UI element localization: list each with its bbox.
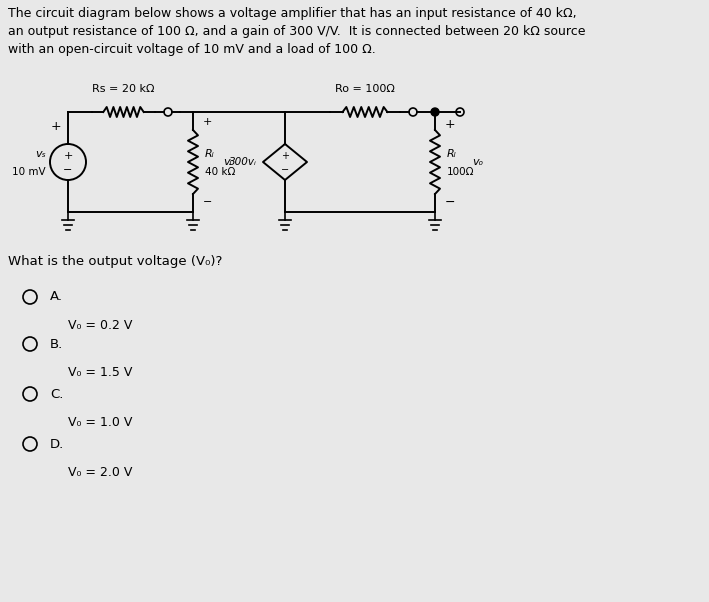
Text: vᵢ: vᵢ [223, 157, 232, 167]
Text: +: + [50, 120, 61, 132]
Text: +: + [445, 117, 456, 131]
Text: Rs = 20 kΩ: Rs = 20 kΩ [92, 84, 155, 94]
Text: vₛ: vₛ [35, 149, 46, 159]
Text: −: − [445, 196, 455, 208]
Text: −: − [203, 197, 213, 207]
Text: Rₗ: Rₗ [447, 149, 457, 159]
Text: D.: D. [50, 438, 65, 450]
Text: What is the output voltage (V₀)?: What is the output voltage (V₀)? [8, 255, 223, 268]
Text: Ro = 100Ω: Ro = 100Ω [335, 84, 395, 94]
Text: V₀ = 1.0 V: V₀ = 1.0 V [68, 416, 133, 429]
Text: A.: A. [50, 291, 63, 303]
Text: V₀ = 1.5 V: V₀ = 1.5 V [68, 366, 133, 379]
Text: 10 mV: 10 mV [12, 167, 46, 177]
Text: 40 kΩ: 40 kΩ [205, 167, 235, 177]
Text: +: + [203, 117, 213, 127]
Text: The circuit diagram below shows a voltage amplifier that has an input resistance: The circuit diagram below shows a voltag… [8, 7, 576, 20]
Text: V₀ = 2.0 V: V₀ = 2.0 V [68, 466, 133, 479]
Text: C.: C. [50, 388, 63, 400]
Text: 300vᵢ: 300vᵢ [229, 157, 257, 167]
Text: −: − [63, 165, 73, 175]
Text: an output resistance of 100 Ω, and a gain of 300 V/V.  It is connected between 2: an output resistance of 100 Ω, and a gai… [8, 25, 586, 38]
Text: Rᵢ: Rᵢ [205, 149, 215, 159]
Text: +: + [63, 151, 73, 161]
Text: +: + [281, 151, 289, 161]
Text: −: − [281, 165, 289, 175]
Text: with an open-circuit voltage of 10 mV and a load of 100 Ω.: with an open-circuit voltage of 10 mV an… [8, 43, 376, 56]
Circle shape [431, 108, 439, 116]
Text: vₒ: vₒ [472, 157, 484, 167]
Text: B.: B. [50, 338, 63, 350]
Text: 100Ω: 100Ω [447, 167, 474, 177]
Text: V₀ = 0.2 V: V₀ = 0.2 V [68, 319, 133, 332]
